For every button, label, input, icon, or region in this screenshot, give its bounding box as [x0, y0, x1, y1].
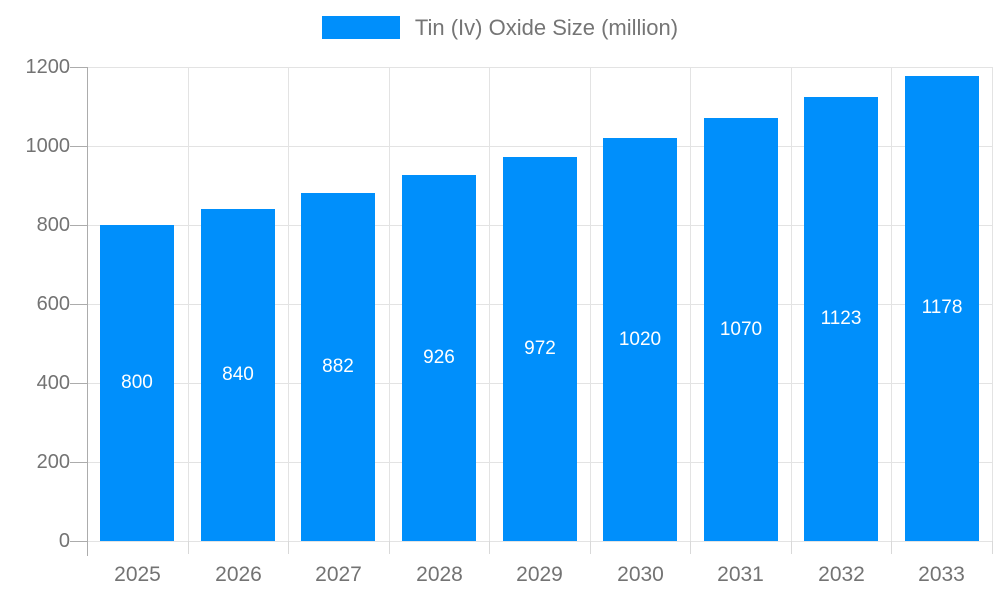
bar-2026[interactable]	[201, 209, 275, 541]
y-axis-line	[87, 67, 88, 556]
y-axis-tick	[70, 462, 87, 463]
x-axis-tick	[690, 541, 691, 554]
y-axis-tick-label: 200	[36, 451, 70, 473]
bar-value-label: 882	[322, 356, 354, 377]
x-axis-tick	[188, 541, 189, 554]
y-axis-tick-label: 1000	[25, 135, 71, 157]
x-axis-tick	[891, 541, 892, 554]
bar-value-label: 840	[222, 364, 254, 385]
bar-value-label: 1070	[719, 319, 763, 340]
y-axis-tick-label: 800	[36, 214, 70, 236]
y-axis-tick	[70, 383, 87, 384]
x-axis-tick-label: 2028	[416, 563, 463, 586]
y-axis-tick-label: 600	[36, 293, 70, 315]
y-gridline	[87, 67, 992, 68]
x-gridline	[288, 67, 289, 541]
x-axis-tick-label: 2026	[215, 563, 262, 586]
bar-2027[interactable]	[301, 193, 375, 541]
bar-value-label: 800	[121, 372, 153, 393]
x-axis-tick-label: 2027	[315, 563, 362, 586]
y-axis-tick-label: 400	[36, 372, 70, 394]
y-axis-tick-label: 0	[58, 530, 70, 552]
bar-value-label: 1178	[921, 297, 963, 318]
x-axis-tick-label: 2029	[516, 563, 563, 586]
y-axis-tick-label: 1200	[25, 56, 71, 78]
legend-swatch	[321, 16, 400, 39]
bar-value-label: 926	[423, 347, 455, 368]
bar-2031[interactable]	[704, 118, 778, 541]
chart-legend-item[interactable]: Tin (Iv) Oxide Size (million)	[0, 16, 1000, 39]
bar-2025[interactable]	[100, 225, 174, 541]
y-axis-tick	[70, 541, 87, 542]
x-axis-line	[87, 541, 992, 542]
x-axis-tick-label: 2033	[918, 563, 965, 586]
x-axis-tick	[389, 541, 390, 554]
x-axis-tick-label: 2025	[114, 563, 161, 586]
y-axis-tick	[70, 304, 87, 305]
bar-value-label: 1020	[618, 329, 662, 350]
y-axis-tick	[70, 67, 87, 68]
x-axis-tick-label: 2032	[818, 563, 865, 586]
bar-2032[interactable]	[804, 97, 878, 541]
x-gridline	[992, 67, 993, 541]
bar-2033[interactable]	[905, 76, 979, 541]
x-gridline	[791, 67, 792, 541]
x-gridline	[891, 67, 892, 541]
x-gridline	[690, 67, 691, 541]
x-gridline	[389, 67, 390, 541]
bar-value-label: 1123	[820, 308, 862, 329]
bar-2029[interactable]	[503, 157, 577, 541]
x-axis-tick-label: 2031	[717, 563, 764, 586]
x-axis-tick	[992, 541, 993, 554]
y-axis-tick	[70, 146, 87, 147]
x-gridline	[489, 67, 490, 541]
x-axis-tick	[590, 541, 591, 554]
bar-2028[interactable]	[402, 175, 476, 541]
x-axis-tick	[288, 541, 289, 554]
y-gridline	[87, 146, 992, 147]
legend-label: Tin (Iv) Oxide Size (million)	[414, 15, 679, 40]
x-axis-tick-label: 2030	[617, 563, 664, 586]
x-axis-tick	[489, 541, 490, 554]
x-gridline	[188, 67, 189, 541]
x-axis-tick	[791, 541, 792, 554]
bar-value-label: 972	[524, 338, 556, 359]
bar-2030[interactable]	[603, 138, 677, 541]
y-axis-tick	[70, 225, 87, 226]
x-gridline	[590, 67, 591, 541]
